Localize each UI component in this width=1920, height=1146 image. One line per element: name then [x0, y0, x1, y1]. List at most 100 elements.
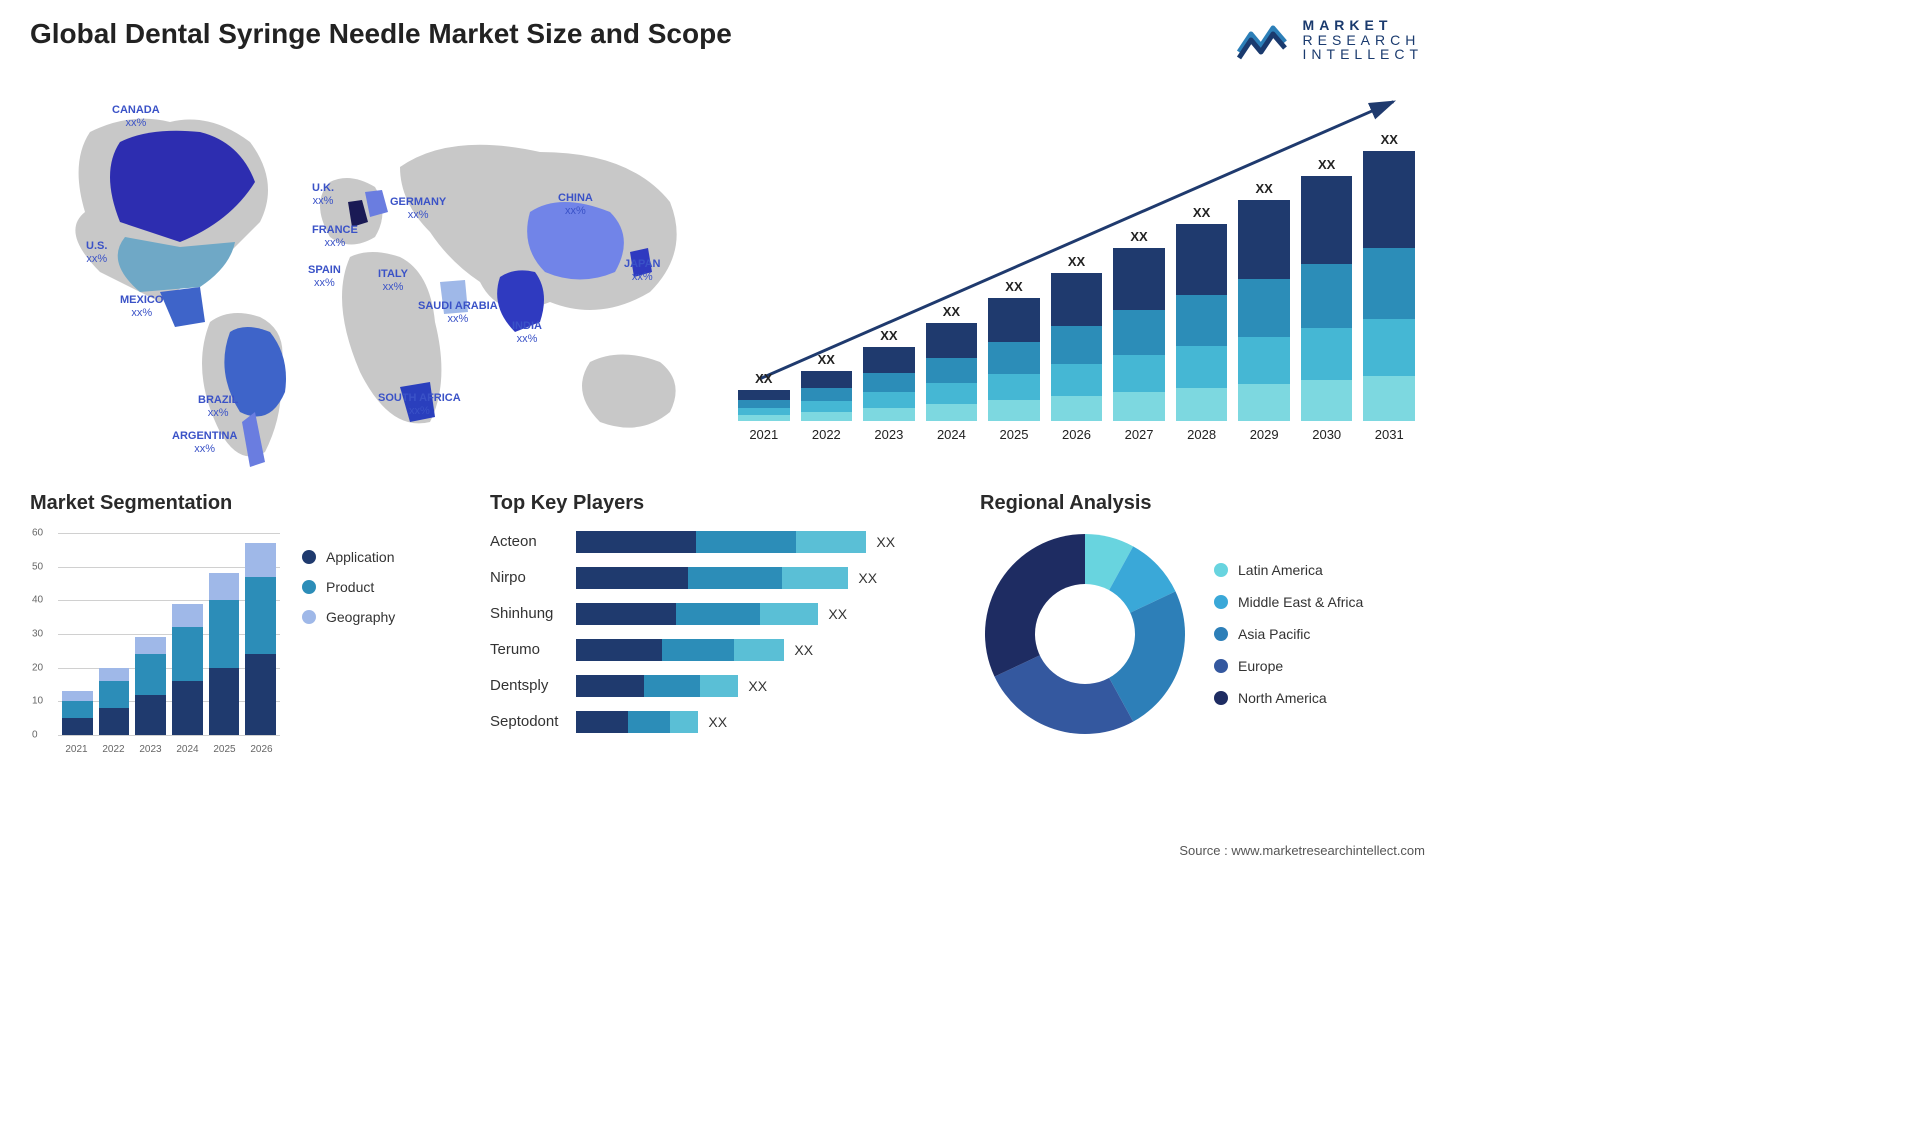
map-label-mexico: MEXICOxx% [120, 294, 163, 319]
seg-segment [245, 577, 276, 654]
bar-segment [1176, 346, 1228, 388]
bar-segment [988, 374, 1040, 400]
player-bar-row: XX [576, 711, 960, 733]
bar-segment [1113, 248, 1165, 310]
bar-segment [738, 408, 790, 415]
legend-dot-icon [1214, 595, 1228, 609]
brand-line2: RESEARCH [1303, 33, 1423, 48]
bar-segment [801, 371, 853, 388]
bar-segment [738, 415, 790, 421]
bar-segment [1051, 326, 1103, 364]
player-bar-segment [734, 639, 784, 661]
legend-dot-icon [1214, 563, 1228, 577]
player-bar-segment [576, 639, 662, 661]
player-bar-row: XX [576, 531, 960, 553]
bar-value-label: XX [943, 304, 960, 319]
player-bar-segment [576, 603, 676, 625]
player-name: Acteon [490, 531, 558, 553]
player-bar-segment [576, 567, 688, 589]
legend-dot-icon [302, 580, 316, 594]
player-bar [576, 603, 818, 625]
bar-segment [1051, 396, 1103, 421]
yearly-bar-2030: XX2030 [1301, 157, 1353, 442]
bar-segment [926, 358, 978, 383]
bar-year-label: 2027 [1125, 427, 1154, 442]
bar-segment [801, 388, 853, 401]
yearly-bar-2029: XX 2029 [1238, 181, 1290, 442]
bar-segment [863, 392, 915, 408]
player-name: Terumo [490, 639, 558, 661]
bar-value-label: XX [1193, 205, 1210, 220]
seg-segment [135, 637, 166, 654]
seg-bar-2021 [62, 691, 93, 735]
map-label-india: INDIAxx% [512, 320, 542, 345]
bar-segment [1176, 224, 1228, 295]
yearly-bar-2026: XX 2026 [1051, 254, 1103, 442]
player-bar-segment [576, 711, 628, 733]
player-bar-segment [760, 603, 818, 625]
y-tick-label: 10 [32, 696, 43, 707]
y-tick-label: 40 [32, 595, 43, 606]
legend-dot-icon [1214, 659, 1228, 673]
regional-donut-chart [980, 529, 1190, 739]
legend-dot-icon [302, 550, 316, 564]
page-title: Global Dental Syringe Needle Market Size… [30, 18, 732, 50]
player-bar-segment [644, 675, 700, 697]
map-label-u-s-: U.S.xx% [86, 240, 107, 265]
bar-value-label: XX [1255, 181, 1272, 196]
bar-year-label: 2026 [1062, 427, 1091, 442]
seg-segment [245, 654, 276, 735]
bar-value-label: XX [1318, 157, 1335, 172]
seg-year-label: 2026 [243, 744, 280, 755]
map-label-saudi-arabia: SAUDI ARABIAxx% [418, 300, 498, 325]
seg-segment [99, 681, 130, 708]
world-map: CANADAxx%U.S.xx%MEXICOxx%BRAZILxx%ARGENT… [30, 72, 710, 472]
yearly-bar-2031: XX2031 [1363, 132, 1415, 442]
legend-dot-icon [302, 610, 316, 624]
yearly-bar-2028: XX2028 [1176, 205, 1228, 442]
player-name: Dentsply [490, 675, 558, 697]
map-label-germany: GERMANYxx% [390, 196, 446, 221]
yearly-bar-2027: XX 2027 [1113, 229, 1165, 442]
bar-value-label: XX [1130, 229, 1147, 244]
map-label-canada: CANADAxx% [112, 104, 160, 129]
player-bar-row: XX [576, 567, 960, 589]
map-label-brazil: BRAZILxx% [198, 394, 238, 419]
bar-segment [1301, 264, 1353, 328]
bar-year-label: 2029 [1250, 427, 1279, 442]
legend-item: Middle East & Africa [1214, 594, 1363, 610]
player-bar-segment [796, 531, 866, 553]
seg-segment [135, 695, 166, 735]
seg-bar-2024 [172, 604, 203, 735]
legend-item: Product [302, 579, 395, 595]
map-label-u-k-: U.K.xx% [312, 182, 334, 207]
bar-year-label: 2021 [749, 427, 778, 442]
bar-value-label: XX [1068, 254, 1085, 269]
bar-segment [1113, 392, 1165, 421]
main-trend-chart: XX2021XX2022XX2023XX2024XX2025XX2026XX20… [730, 72, 1423, 472]
seg-year-label: 2025 [206, 744, 243, 755]
bar-segment [1363, 376, 1415, 421]
map-label-italy: ITALYxx% [378, 268, 408, 293]
player-value-label: XX [876, 534, 895, 550]
seg-segment [209, 600, 240, 667]
seg-segment [209, 668, 240, 735]
bar-segment [1363, 319, 1415, 376]
y-tick-label: 0 [32, 730, 38, 741]
seg-segment [172, 627, 203, 681]
y-tick-label: 20 [32, 662, 43, 673]
y-tick-label: 30 [32, 629, 43, 640]
legend-label: Product [326, 579, 374, 595]
legend-label: Asia Pacific [1238, 626, 1310, 642]
yearly-bar-2022: XX2022 [801, 352, 853, 442]
bar-year-label: 2025 [1000, 427, 1029, 442]
seg-bar-2022 [99, 668, 130, 735]
bar-segment [1238, 279, 1290, 337]
bar-segment [926, 323, 978, 358]
key-players-labels: ActeonNirpoShinhungTerumoDentsplySeptodo… [490, 529, 558, 733]
bar-segment [1238, 200, 1290, 279]
player-name: Nirpo [490, 567, 558, 589]
player-bar [576, 675, 738, 697]
player-bar-row: XX [576, 603, 960, 625]
player-bar-segment [628, 711, 670, 733]
